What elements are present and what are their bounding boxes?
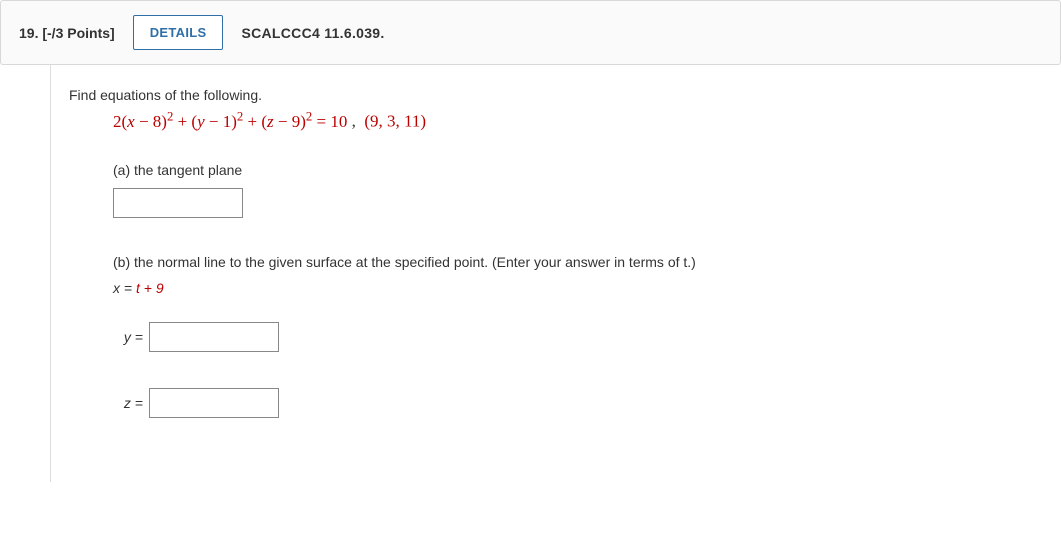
part-b-y-row: y = (113, 322, 1061, 352)
instruction-text: Find equations of the following. (69, 87, 1061, 103)
z-lhs: z = (113, 395, 143, 411)
part-b-label: (b) the normal line to the given surface… (113, 254, 1061, 270)
part-b-y-input[interactable] (149, 322, 279, 352)
part-b-z-row: z = (113, 388, 1061, 418)
equation: 2(x − 8)2 + (y − 1)2 + (z − 9)2 = 10 , (… (113, 109, 1061, 132)
part-b-given: x = t + 9 (113, 280, 1061, 296)
part-a-input[interactable] (113, 188, 243, 218)
details-button[interactable]: DETAILS (133, 15, 224, 50)
points-text: [-/3 Points] (42, 25, 114, 41)
question-content: Find equations of the following. 2(x − 8… (50, 65, 1061, 482)
question-source: SCALCCC4 11.6.039. (241, 25, 384, 41)
qnum-text: 19. (19, 25, 38, 41)
part-b: (b) the normal line to the given surface… (113, 254, 1061, 418)
equation-point: (9, 3, 11) (364, 112, 426, 131)
given-rhs: t + 9 (136, 280, 164, 296)
question-number: 19. [-/3 Points] (19, 25, 115, 41)
part-b-z-input[interactable] (149, 388, 279, 418)
question-header: 19. [-/3 Points] DETAILS SCALCCC4 11.6.0… (0, 0, 1061, 65)
part-a-label: (a) the tangent plane (113, 162, 1061, 178)
part-a: (a) the tangent plane (113, 162, 1061, 218)
given-lhs: x = (113, 280, 136, 296)
y-lhs: y = (113, 329, 143, 345)
equation-comma: , (352, 112, 365, 131)
equation-lhs: 2(x − 8)2 + (y − 1)2 + (z − 9)2 = 10 (113, 112, 347, 131)
